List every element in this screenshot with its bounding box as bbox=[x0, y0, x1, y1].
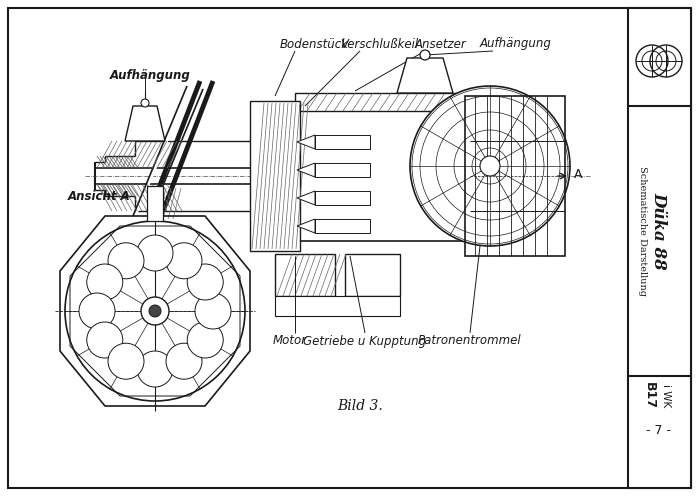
Text: Aufhängung: Aufhängung bbox=[480, 38, 552, 51]
Text: Aufhängung: Aufhängung bbox=[110, 69, 190, 82]
Circle shape bbox=[137, 235, 173, 271]
Text: Motor: Motor bbox=[273, 334, 307, 348]
Circle shape bbox=[108, 343, 144, 379]
Bar bbox=[295, 111, 470, 241]
Text: Getriebe u Kupptung: Getriebe u Kupptung bbox=[303, 334, 426, 348]
Bar bbox=[295, 93, 470, 111]
Circle shape bbox=[87, 264, 122, 300]
Text: Bild 3.: Bild 3. bbox=[337, 399, 383, 413]
Text: Bodenstück: Bodenstück bbox=[280, 38, 349, 51]
Text: - 7 -: - 7 - bbox=[647, 425, 671, 437]
Circle shape bbox=[166, 343, 202, 379]
Text: A: A bbox=[574, 168, 582, 181]
Polygon shape bbox=[297, 135, 315, 149]
Polygon shape bbox=[297, 219, 315, 233]
Circle shape bbox=[187, 322, 223, 358]
Circle shape bbox=[108, 243, 144, 279]
Bar bbox=[250, 101, 300, 251]
Circle shape bbox=[87, 322, 122, 358]
Text: Ansetzer: Ansetzer bbox=[415, 38, 467, 51]
Circle shape bbox=[166, 243, 202, 279]
Text: Verschlußkeil: Verschlußkeil bbox=[340, 38, 418, 51]
Bar bbox=[315, 191, 370, 205]
Text: Patronentrommel: Patronentrommel bbox=[418, 334, 522, 348]
Bar bbox=[345, 254, 400, 296]
Circle shape bbox=[149, 305, 161, 317]
Polygon shape bbox=[297, 163, 315, 177]
Circle shape bbox=[420, 50, 430, 60]
Polygon shape bbox=[397, 58, 453, 93]
Bar bbox=[465, 96, 565, 256]
Circle shape bbox=[137, 351, 173, 387]
Circle shape bbox=[141, 297, 169, 325]
Bar bbox=[275, 296, 400, 316]
Circle shape bbox=[410, 86, 570, 246]
Polygon shape bbox=[125, 106, 165, 141]
Text: B17: B17 bbox=[643, 382, 655, 410]
Bar bbox=[275, 254, 335, 296]
Bar bbox=[315, 163, 370, 177]
Bar bbox=[628, 8, 691, 488]
Bar bbox=[315, 219, 370, 233]
Text: Düka 88: Düka 88 bbox=[650, 192, 668, 270]
Circle shape bbox=[187, 264, 223, 300]
Text: Schematische Darstellung: Schematische Darstellung bbox=[638, 166, 648, 296]
Circle shape bbox=[141, 99, 149, 107]
Circle shape bbox=[79, 293, 115, 329]
Text: i WK: i WK bbox=[661, 384, 671, 408]
Circle shape bbox=[480, 156, 500, 176]
Text: Ansicht A: Ansicht A bbox=[68, 189, 131, 202]
Circle shape bbox=[65, 221, 245, 401]
Bar bbox=[315, 135, 370, 149]
Polygon shape bbox=[297, 191, 315, 205]
Circle shape bbox=[195, 293, 231, 329]
Bar bbox=[147, 186, 163, 221]
